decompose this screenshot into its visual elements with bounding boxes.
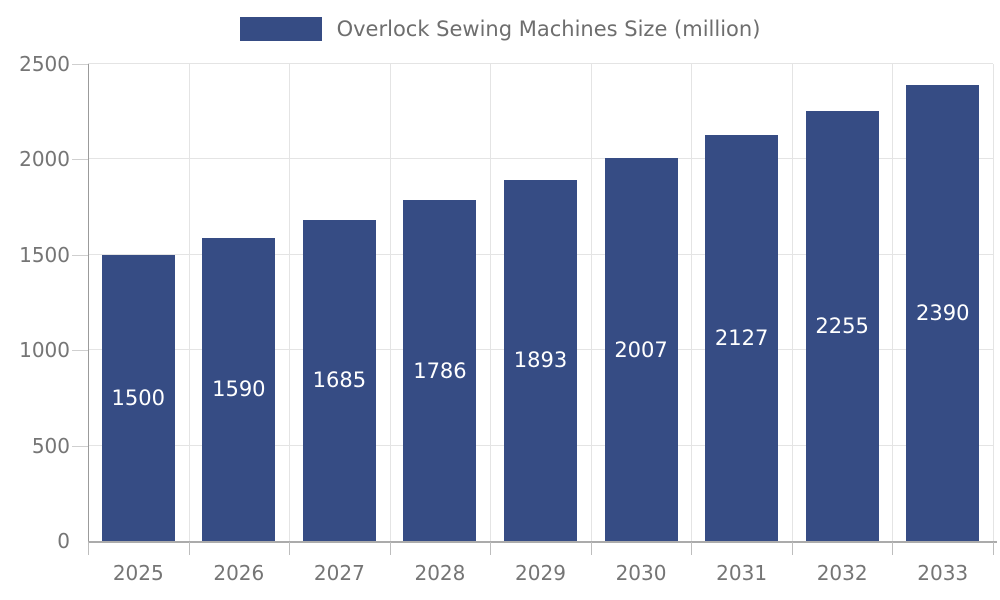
gridline-h-2500 xyxy=(88,63,993,64)
y-tick-label-1500: 1500 xyxy=(19,242,70,267)
x-tick-mark-0 xyxy=(88,542,89,555)
gridline-h-2000 xyxy=(88,158,993,160)
y-tick-mark-2500 xyxy=(72,64,88,65)
y-tick-label-2500: 2500 xyxy=(19,52,70,76)
bar-2028[interactable]: 1786 xyxy=(403,200,477,541)
x-tick-label-2030: 2030 xyxy=(615,561,667,585)
bar-value-label-2030: 2007 xyxy=(614,337,668,362)
x-tick-mark-8 xyxy=(892,542,893,555)
gridline-v-1 xyxy=(189,64,190,541)
x-tick-mark-7 xyxy=(792,542,793,555)
bar-2029[interactable]: 1893 xyxy=(504,179,577,541)
x-tick-mark-6 xyxy=(691,542,692,555)
bar-2026[interactable]: 1590 xyxy=(202,237,276,541)
bar-value-label-2031: 2127 xyxy=(714,326,769,351)
x-tick-mark-2 xyxy=(289,542,290,555)
gridline-v-4 xyxy=(490,64,491,541)
y-tick-label-0: 0 xyxy=(57,529,70,553)
x-tick-label-2027: 2027 xyxy=(313,561,365,585)
x-tick-label-2032: 2032 xyxy=(816,561,868,585)
y-tick-label-1000: 1000 xyxy=(19,338,70,363)
x-tick-label-2029: 2029 xyxy=(515,561,566,585)
bar-2027[interactable]: 1685 xyxy=(302,219,376,541)
y-tick-mark-1000 xyxy=(72,350,88,352)
bar-2033[interactable]: 2390 xyxy=(906,85,980,541)
y-tick-label-500: 500 xyxy=(31,433,70,458)
plot-area: 1500 1590 1685 1786 1893 2007 2127 2255 2390 xyxy=(88,63,994,541)
y-tick-mark-2000 xyxy=(72,159,88,161)
bar-2031[interactable]: 2127 xyxy=(705,135,779,541)
legend-swatch xyxy=(239,17,322,41)
x-tick-label-2025: 2025 xyxy=(112,561,164,585)
bar-2025[interactable]: 1500 xyxy=(101,254,175,541)
gridline-v-6 xyxy=(691,64,692,541)
legend[interactable]: Overlock Sewing Machines Size (million) xyxy=(0,17,1000,41)
y-tick-mark-500 xyxy=(72,445,88,447)
bar-value-label-2026: 1590 xyxy=(212,377,266,402)
gridline-v-9 xyxy=(993,64,994,541)
x-tick-mark-9 xyxy=(993,542,994,555)
x-tick-label-2033: 2033 xyxy=(917,561,969,585)
bar-value-label-2027: 1685 xyxy=(312,368,367,393)
bar-2032[interactable]: 2255 xyxy=(805,110,879,541)
y-tick-label-2000: 2000 xyxy=(19,147,70,172)
gridline-v-3 xyxy=(390,64,391,541)
bar-value-label-2029: 1893 xyxy=(513,348,568,373)
x-tick-label-2031: 2031 xyxy=(716,561,768,585)
bar-2030[interactable]: 2007 xyxy=(604,158,678,541)
x-tick-label-2028: 2028 xyxy=(414,561,466,585)
y-axis-line xyxy=(88,64,89,541)
x-tick-mark-1 xyxy=(189,542,190,555)
x-tick-label-2026: 2026 xyxy=(213,561,265,585)
x-tick-mark-5 xyxy=(591,542,592,555)
legend-label: Overlock Sewing Machines Size (million) xyxy=(336,17,761,41)
bar-value-label-2033: 2390 xyxy=(915,301,970,325)
gridline-v-5 xyxy=(591,64,592,541)
bar-value-label-2025: 1500 xyxy=(111,385,165,410)
x-axis-line xyxy=(88,541,997,543)
y-tick-mark-1500 xyxy=(72,254,88,256)
gridline-v-8 xyxy=(892,64,893,541)
bar-value-label-2028: 1786 xyxy=(413,358,467,383)
gridline-v-7 xyxy=(792,64,793,541)
gridline-v-2 xyxy=(289,64,290,541)
bar-value-label-2032: 2255 xyxy=(815,313,869,338)
x-tick-mark-4 xyxy=(490,542,491,555)
x-tick-mark-3 xyxy=(390,542,391,555)
